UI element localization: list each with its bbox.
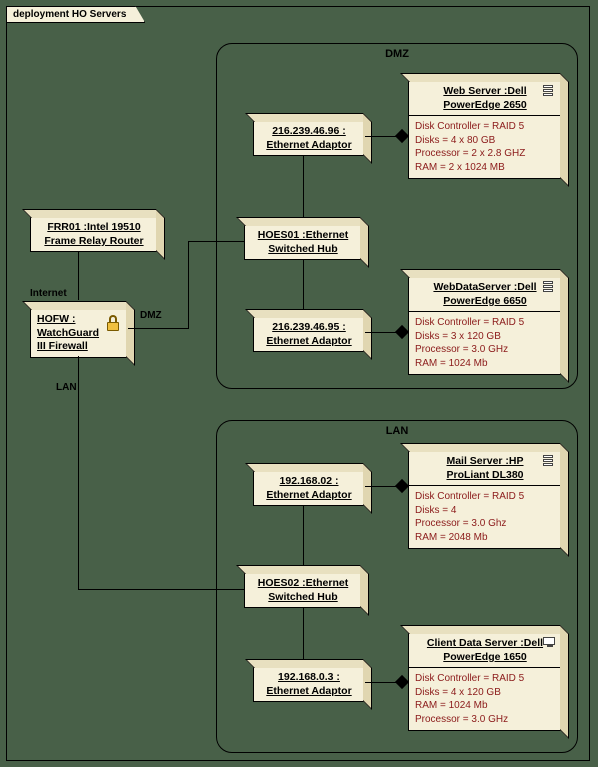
ea96-title: 216.239.46.96 : Ethernet Adaptor (254, 121, 364, 155)
server-icon (543, 281, 557, 295)
conn-frr-hofw (78, 251, 79, 300)
m-a2: Disks = 4 (415, 504, 555, 518)
frr01-title: FRR01 :Intel 19510 Frame Relay Router (31, 217, 157, 251)
node-ea95: 216.239.46.95 : Ethernet Adaptor (253, 316, 365, 352)
ws-a4: RAM = 2 x 1024 MB (415, 161, 555, 175)
node-hoes02: HOES02 :Ethernet Switched Hub (244, 572, 362, 608)
webdata-l2: PowerEdge 6650 (443, 295, 526, 307)
wd-a1: Disk Controller = RAID 5 (415, 316, 555, 330)
hofw-l3: III Firewall (37, 340, 88, 352)
m-a4: RAM = 2048 Mb (415, 531, 555, 545)
clientdata-l1: Client Data Server :Dell (427, 637, 543, 649)
ea03-l1: 192.168.0.3 : (278, 671, 340, 683)
conn-hofw-hoes01-v (188, 241, 189, 329)
group-lan-label: LAN (386, 425, 409, 437)
mail-title: Mail Server :HP ProLiant DL380 (409, 451, 561, 485)
node-webdata: WebDataServer :Dell PowerEdge 6650 Disk … (408, 276, 562, 375)
node-ea03: 192.168.0.3 : Ethernet Adaptor (253, 666, 365, 702)
webserver-attrs: Disk Controller = RAID 5 Disks = 4 x 80 … (409, 116, 561, 178)
node-mail: Mail Server :HP ProLiant DL380 Disk Cont… (408, 450, 562, 549)
server-icon (543, 455, 557, 469)
hofw-l2: WatchGuard (37, 327, 99, 339)
hofw-l1: HOFW : (37, 313, 76, 325)
node-hofw: HOFW : WatchGuard III Firewall (30, 308, 128, 358)
ea02-title: 192.168.02 : Ethernet Adaptor (254, 471, 364, 505)
m-a3: Processor = 3.0 Ghz (415, 517, 555, 531)
hoes01-l2: Switched Hub (268, 243, 337, 255)
ws-a2: Disks = 4 x 80 GB (415, 134, 555, 148)
cd-a2: Disks = 4 x 120 GB (415, 686, 555, 700)
webserver-l2: PowerEdge 2650 (443, 99, 526, 111)
wd-a4: RAM = 1024 Mb (415, 357, 555, 371)
group-dmz-label: DMZ (385, 48, 409, 60)
conn-hoes01-ea95 (303, 259, 304, 309)
node-clientdata: Client Data Server :Dell PowerEdge 1650 … (408, 632, 562, 731)
ea96-l2: Ethernet Adaptor (266, 139, 351, 151)
clientdata-attrs: Disk Controller = RAID 5 Disks = 4 x 120… (409, 668, 561, 730)
mail-l1: Mail Server :HP (446, 455, 523, 467)
cd-a1: Disk Controller = RAID 5 (415, 672, 555, 686)
wd-a2: Disks = 3 x 120 GB (415, 330, 555, 344)
node-webserver: Web Server :Dell PowerEdge 2650 Disk Con… (408, 80, 562, 179)
frr01-title-l2: Frame Relay Router (44, 235, 143, 247)
ea03-title: 192.168.0.3 : Ethernet Adaptor (254, 667, 364, 701)
node-frr01: FRR01 :Intel 19510 Frame Relay Router (30, 216, 158, 252)
conn-hofw-hoes01-h (128, 328, 188, 329)
hoes02-title: HOES02 :Ethernet Switched Hub (245, 573, 361, 607)
ea03-l2: Ethernet Adaptor (266, 685, 351, 697)
ea02-l1: 192.168.02 : (280, 475, 339, 487)
mail-attrs: Disk Controller = RAID 5 Disks = 4 Proce… (409, 486, 561, 548)
hoes02-l1: HOES02 :Ethernet (258, 577, 348, 589)
ea02-l2: Ethernet Adaptor (266, 489, 351, 501)
conn-hofw-hoes02-h (78, 589, 244, 590)
ea96-l1: 216.239.46.96 : (272, 125, 346, 137)
server-icon (543, 85, 557, 99)
node-ea02: 192.168.02 : Ethernet Adaptor (253, 470, 365, 506)
cd-a3: RAM = 1024 Mb (415, 699, 555, 713)
conn-hofw-hoes01-h2 (188, 241, 244, 242)
mail-l2: ProLiant DL380 (446, 469, 523, 481)
ws-a3: Processor = 2 x 2.8 GHZ (415, 147, 555, 161)
cd-a4: Processor = 3.0 GHz (415, 713, 555, 727)
webserver-title: Web Server :Dell PowerEdge 2650 (409, 81, 561, 115)
clientdata-title: Client Data Server :Dell PowerEdge 1650 (409, 633, 561, 667)
edge-label-dmz: DMZ (140, 310, 162, 321)
webserver-l1: Web Server :Dell (443, 85, 526, 97)
edge-label-lan: LAN (56, 382, 77, 393)
lock-icon (107, 315, 121, 331)
webdata-attrs: Disk Controller = RAID 5 Disks = 3 x 120… (409, 312, 561, 374)
node-ea96: 216.239.46.96 : Ethernet Adaptor (253, 120, 365, 156)
ea95-title: 216.239.46.95 : Ethernet Adaptor (254, 317, 364, 351)
edge-label-internet: Internet (30, 288, 67, 299)
frr01-title-l1: FRR01 :Intel 19510 (47, 221, 140, 233)
webdata-title: WebDataServer :Dell PowerEdge 6650 (409, 277, 561, 311)
conn-hofw-hoes02-v (78, 356, 79, 589)
conn-hoes02-ea03 (303, 607, 304, 659)
clientdata-l2: PowerEdge 1650 (443, 651, 526, 663)
conn-hoes01-ea96 (303, 155, 304, 217)
wd-a3: Processor = 3.0 GHz (415, 343, 555, 357)
node-hoes01: HOES01 :Ethernet Switched Hub (244, 224, 362, 260)
hoes01-title: HOES01 :Ethernet Switched Hub (245, 225, 361, 259)
webdata-l1: WebDataServer :Dell (433, 281, 536, 293)
m-a1: Disk Controller = RAID 5 (415, 490, 555, 504)
ws-a1: Disk Controller = RAID 5 (415, 120, 555, 134)
hoes01-l1: HOES01 :Ethernet (258, 229, 348, 241)
conn-hoes02-ea02 (303, 505, 304, 565)
hoes02-l2: Switched Hub (268, 591, 337, 603)
monitor-icon (543, 637, 557, 649)
ea95-l1: 216.239.46.95 : (272, 321, 346, 333)
ea95-l2: Ethernet Adaptor (266, 335, 351, 347)
frame-title: deployment HO Servers (6, 6, 145, 23)
